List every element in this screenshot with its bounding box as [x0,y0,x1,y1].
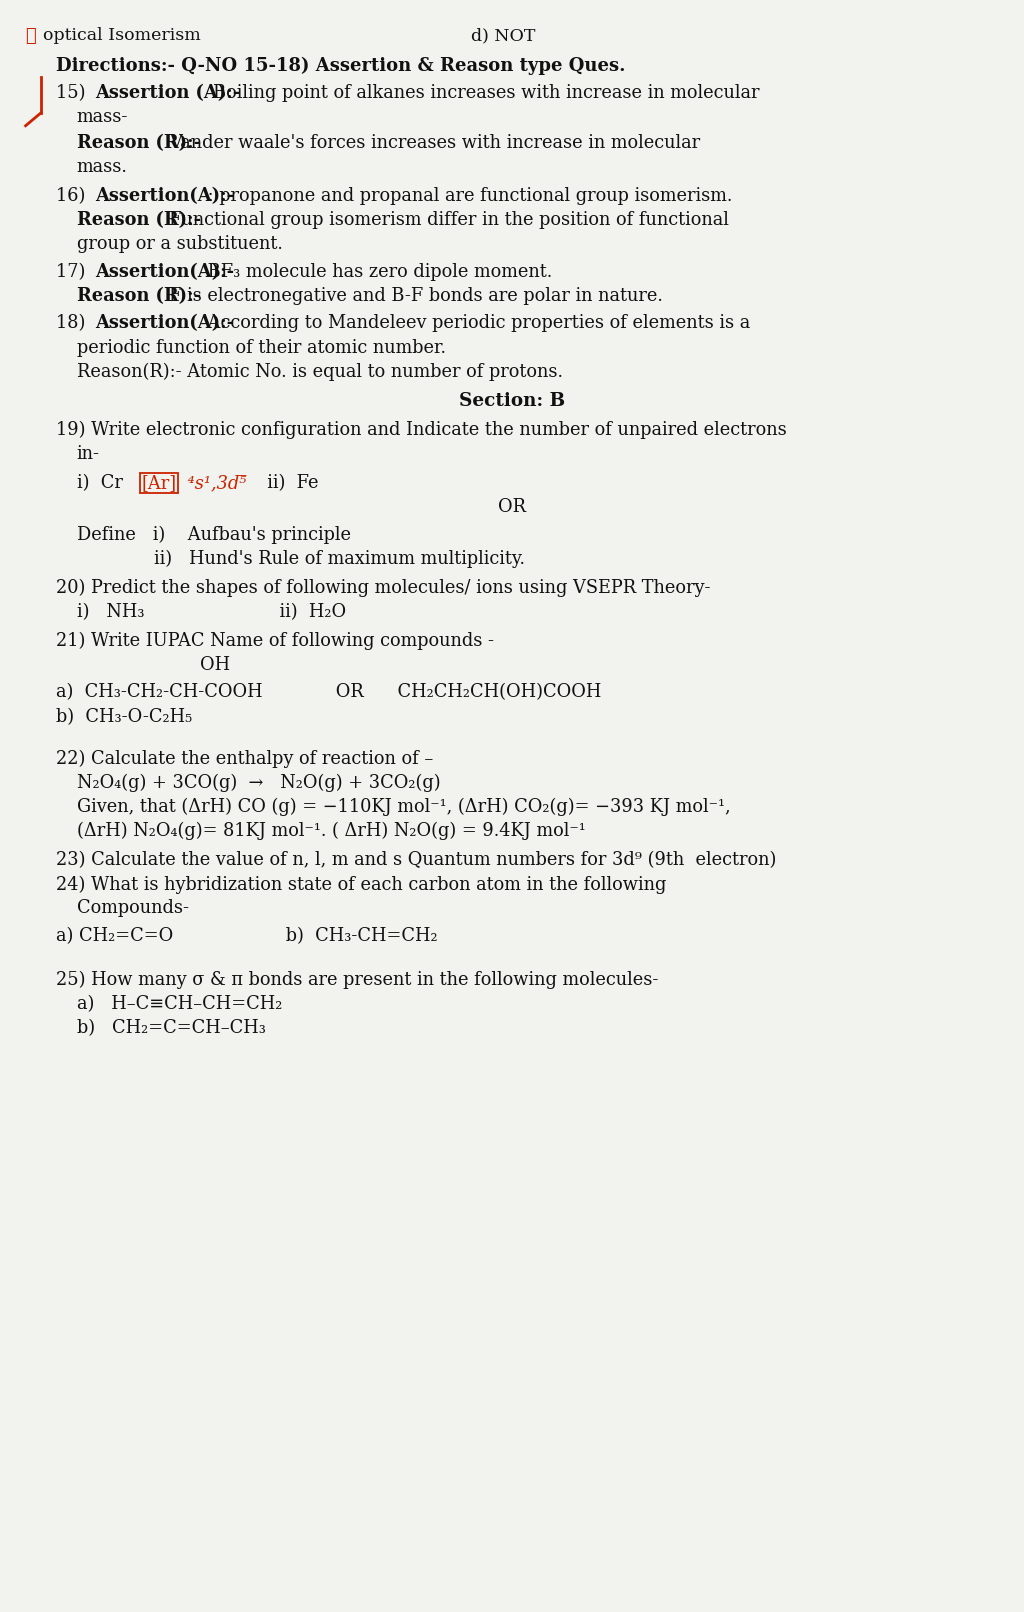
Text: Define   i)    Aufbau's principle: Define i) Aufbau's principle [77,526,351,543]
Text: a) CH₂=C=O                    b)  CH₃-CH=CH₂: a) CH₂=C=O b) CH₃-CH=CH₂ [56,927,438,945]
Text: 16): 16) [56,187,91,205]
Text: b)   CH₂=C=CH–CH₃: b) CH₂=C=CH–CH₃ [77,1019,265,1037]
Text: Section: B: Section: B [459,392,565,409]
Text: periodic function of their atomic number.: periodic function of their atomic number… [77,339,445,356]
Text: OH: OH [200,656,229,674]
Text: 21) Write IUPAC Name of following compounds -: 21) Write IUPAC Name of following compou… [56,632,495,650]
Text: Vander waale's forces increases with increase in molecular: Vander waale's forces increases with inc… [169,134,700,152]
Text: [Ar]: [Ar] [141,474,176,492]
Text: Assertion (A):-: Assertion (A):- [95,84,241,102]
Text: a)   H–C≡CH–CH=CH₂: a) H–C≡CH–CH=CH₂ [77,995,283,1012]
Text: 24) What is hybridization state of each carbon atom in the following: 24) What is hybridization state of each … [56,875,667,893]
Text: Reason (R):-: Reason (R):- [77,134,201,152]
Text: 22) Calculate the enthalpy of reaction of –: 22) Calculate the enthalpy of reaction o… [56,750,433,767]
Text: i)  Cr: i) Cr [77,474,128,492]
Text: b)  CH₃-O-C₂H₅: b) CH₃-O-C₂H₅ [56,708,193,725]
Text: (ΔrH) N₂O₄(g)= 81KJ mol⁻¹. ( ΔrH) N₂O(g) = 9.4KJ mol⁻¹: (ΔrH) N₂O₄(g)= 81KJ mol⁻¹. ( ΔrH) N₂O(g)… [77,822,586,840]
Text: a)  CH₃-CH₂-CH-COOH             OR      CH₂CH₂CH(OH)COOH: a) CH₃-CH₂-CH-COOH OR CH₂CH₂CH(OH)COOH [56,683,602,701]
Text: optical Isomerism: optical Isomerism [43,27,201,45]
Text: Boiling point of alkanes increases with increase in molecular: Boiling point of alkanes increases with … [213,84,760,102]
Text: Directions:- Q-NO 15-18) Assertion & Reason type Ques.: Directions:- Q-NO 15-18) Assertion & Rea… [56,56,626,74]
Text: Reason (R):-: Reason (R):- [77,211,201,229]
Text: 20) Predict the shapes of following molecules/ ions using VSEPR Theory-: 20) Predict the shapes of following mole… [56,579,711,596]
Text: 23) Calculate the value of n, l, m and s Quantum numbers for 3d⁹ (9th  electron): 23) Calculate the value of n, l, m and s… [56,851,776,869]
Text: 25) How many σ & π bonds are present in the following molecules-: 25) How many σ & π bonds are present in … [56,970,658,988]
Text: Given, that (ΔrH) CO (g) = −110KJ mol⁻¹, (ΔrH) CO₂(g)= −393 KJ mol⁻¹,: Given, that (ΔrH) CO (g) = −110KJ mol⁻¹,… [77,798,730,816]
Text: BF₃ molecule has zero dipole moment.: BF₃ molecule has zero dipole moment. [202,263,552,280]
Text: Functional group isomerism differ in the position of functional: Functional group isomerism differ in the… [169,211,729,229]
Text: in-: in- [77,445,99,463]
Text: Reason(R):- Atomic No. is equal to number of protons.: Reason(R):- Atomic No. is equal to numbe… [77,363,563,380]
Text: mass.: mass. [77,158,128,176]
Text: ii)  Fe: ii) Fe [256,474,318,492]
Text: ✓: ✓ [26,27,36,45]
Text: 18): 18) [56,314,91,332]
Text: Reason (R):-: Reason (R):- [77,287,201,305]
Text: mass-: mass- [77,108,128,126]
Text: d) NOT: d) NOT [471,27,536,45]
Text: OR: OR [498,498,526,516]
Text: ii)   Hund's Rule of maximum multiplicity.: ii) Hund's Rule of maximum multiplicity. [154,550,524,567]
Text: Compounds-: Compounds- [77,899,188,917]
Text: group or a substituent.: group or a substituent. [77,235,283,253]
Text: 17): 17) [56,263,91,280]
Text: According to Mandeleev periodic properties of elements is a: According to Mandeleev periodic properti… [202,314,750,332]
Text: ⁴s¹,3d⁵̅: ⁴s¹,3d⁵̅ [182,474,247,492]
Text: F is electronegative and B-F bonds are polar in nature.: F is electronegative and B-F bonds are p… [169,287,663,305]
Text: Assertion(A):-: Assertion(A):- [95,314,234,332]
Text: 15): 15) [56,84,91,102]
Text: : propanone and propanal are functional group isomerism.: : propanone and propanal are functional … [202,187,732,205]
Text: i)   NH₃                        ii)  H₂O: i) NH₃ ii) H₂O [77,603,346,621]
Text: Assertion(A):-: Assertion(A):- [95,187,234,205]
Text: 19) Write electronic configuration and Indicate the number of unpaired electrons: 19) Write electronic configuration and I… [56,421,787,438]
Text: Assertion(A):-: Assertion(A):- [95,263,234,280]
Text: N₂O₄(g) + 3CO(g)  →   N₂O(g) + 3CO₂(g): N₂O₄(g) + 3CO(g) → N₂O(g) + 3CO₂(g) [77,774,440,791]
